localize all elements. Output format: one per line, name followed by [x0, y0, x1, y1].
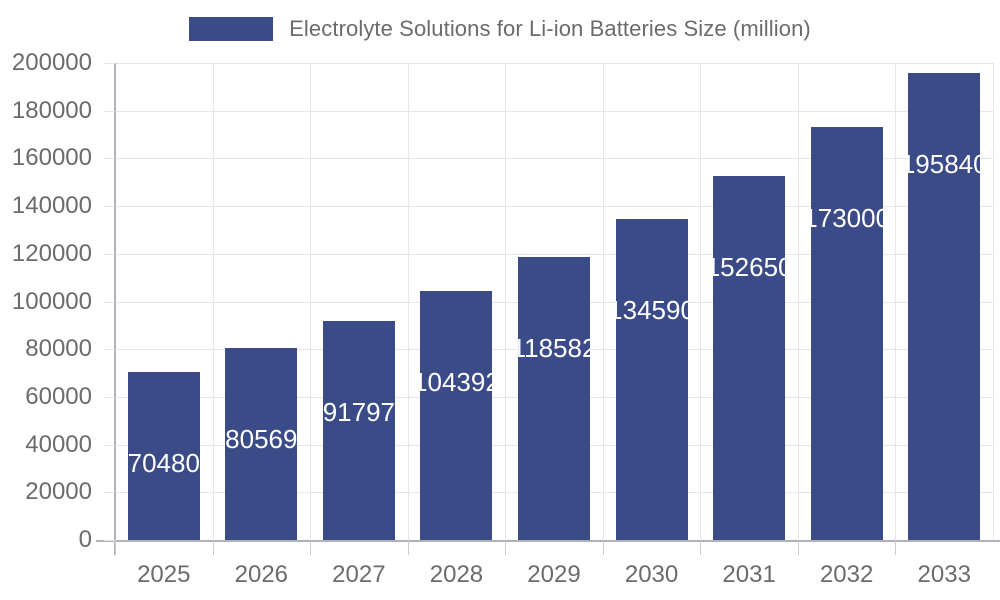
x-axis-tick-label: 2025	[137, 561, 191, 588]
bar-value-label: 134590	[616, 295, 688, 325]
bar[interactable]: 195840	[908, 72, 981, 540]
bar-value-label: 80569	[225, 423, 298, 454]
y-axis-tick-label: 200000	[11, 49, 92, 76]
y-axis-tick-label: 160000	[11, 144, 92, 172]
x-axis-tick-label: 2030	[624, 561, 679, 588]
y-axis-tick	[104, 444, 115, 446]
gridline-vertical	[602, 63, 604, 540]
bar[interactable]: 152650	[713, 175, 786, 540]
bar[interactable]: 70480	[127, 371, 200, 540]
y-axis-tick-label: 180000	[11, 96, 92, 124]
x-axis-tick-label: 2026	[234, 561, 289, 588]
y-axis-tick	[104, 110, 115, 112]
x-axis-tick	[212, 540, 214, 555]
bar-value-label: 195840	[908, 148, 980, 179]
legend-label: Electrolyte Solutions for Li-ion Batteri…	[289, 16, 811, 41]
gridline-vertical	[212, 63, 214, 540]
y-axis-tick-label: 120000	[11, 239, 92, 267]
x-axis-tick	[700, 540, 702, 555]
x-axis-tick	[407, 540, 409, 555]
bar[interactable]: 118582	[518, 257, 590, 540]
bar-value-label: 91797	[322, 397, 395, 428]
y-axis-line	[114, 63, 116, 555]
y-axis-tick	[104, 540, 115, 541]
x-axis-tick-label: 2027	[332, 561, 386, 588]
bar-value-label: 152650	[713, 251, 785, 282]
gridline-vertical	[895, 63, 897, 540]
y-axis-tick-label: 40000	[25, 430, 92, 458]
legend-color-swatch	[189, 17, 274, 41]
x-axis-line	[96, 540, 1000, 542]
y-axis-tick-label: 20000	[25, 478, 92, 506]
gridline-horizontal	[115, 110, 993, 112]
bar[interactable]: 104392	[420, 291, 493, 540]
y-axis-tick	[104, 158, 115, 160]
bar-value-label: 118582	[518, 333, 590, 364]
x-axis-tick	[602, 540, 604, 555]
bar[interactable]: 173000	[810, 127, 883, 540]
x-axis-tick-label: 2032	[819, 561, 874, 588]
bar[interactable]: 134590	[615, 219, 688, 540]
gridline-vertical	[700, 63, 702, 540]
gridline-vertical	[993, 63, 994, 540]
gridline-vertical	[310, 63, 312, 540]
gridline-vertical	[797, 63, 799, 540]
x-axis-tick	[895, 540, 897, 555]
y-axis-tick	[104, 492, 115, 494]
x-axis-tick-label: 2033	[917, 561, 971, 588]
gridline-horizontal	[115, 206, 993, 208]
y-axis-tick	[104, 396, 115, 398]
bar-value-label: 173000	[811, 203, 883, 234]
x-axis-tick	[310, 540, 312, 555]
bar-value-label: 104392	[420, 367, 492, 398]
y-axis-tick	[104, 253, 115, 255]
bar[interactable]: 91797	[322, 321, 395, 540]
x-axis-tick-label: 2031	[722, 561, 776, 588]
y-axis-tick-label: 100000	[11, 287, 92, 315]
y-axis-tick	[104, 349, 115, 351]
gridline-horizontal	[115, 253, 993, 255]
x-axis-tick-label: 2028	[429, 561, 484, 588]
gridline-horizontal	[115, 63, 993, 64]
y-axis-tick-label: 140000	[11, 192, 92, 220]
gridline-vertical	[505, 63, 507, 540]
x-axis-tick	[797, 540, 799, 555]
x-axis-tick	[505, 540, 507, 555]
bar[interactable]: 80569	[225, 347, 298, 540]
x-axis-tick	[115, 540, 116, 555]
y-axis-tick-label: 0	[78, 526, 92, 553]
x-axis-tick-label: 2029	[527, 561, 581, 588]
bar-value-label: 70480	[127, 447, 200, 478]
y-axis-tick-label: 80000	[25, 335, 92, 363]
gridline-horizontal	[115, 158, 993, 160]
y-axis-tick	[104, 206, 115, 208]
chart-legend: Electrolyte Solutions for Li-ion Batteri…	[0, 12, 1000, 46]
y-axis-tick	[104, 63, 115, 64]
y-axis-tick	[104, 301, 115, 303]
y-axis-tick-label: 60000	[25, 382, 92, 410]
gridline-vertical	[407, 63, 409, 540]
